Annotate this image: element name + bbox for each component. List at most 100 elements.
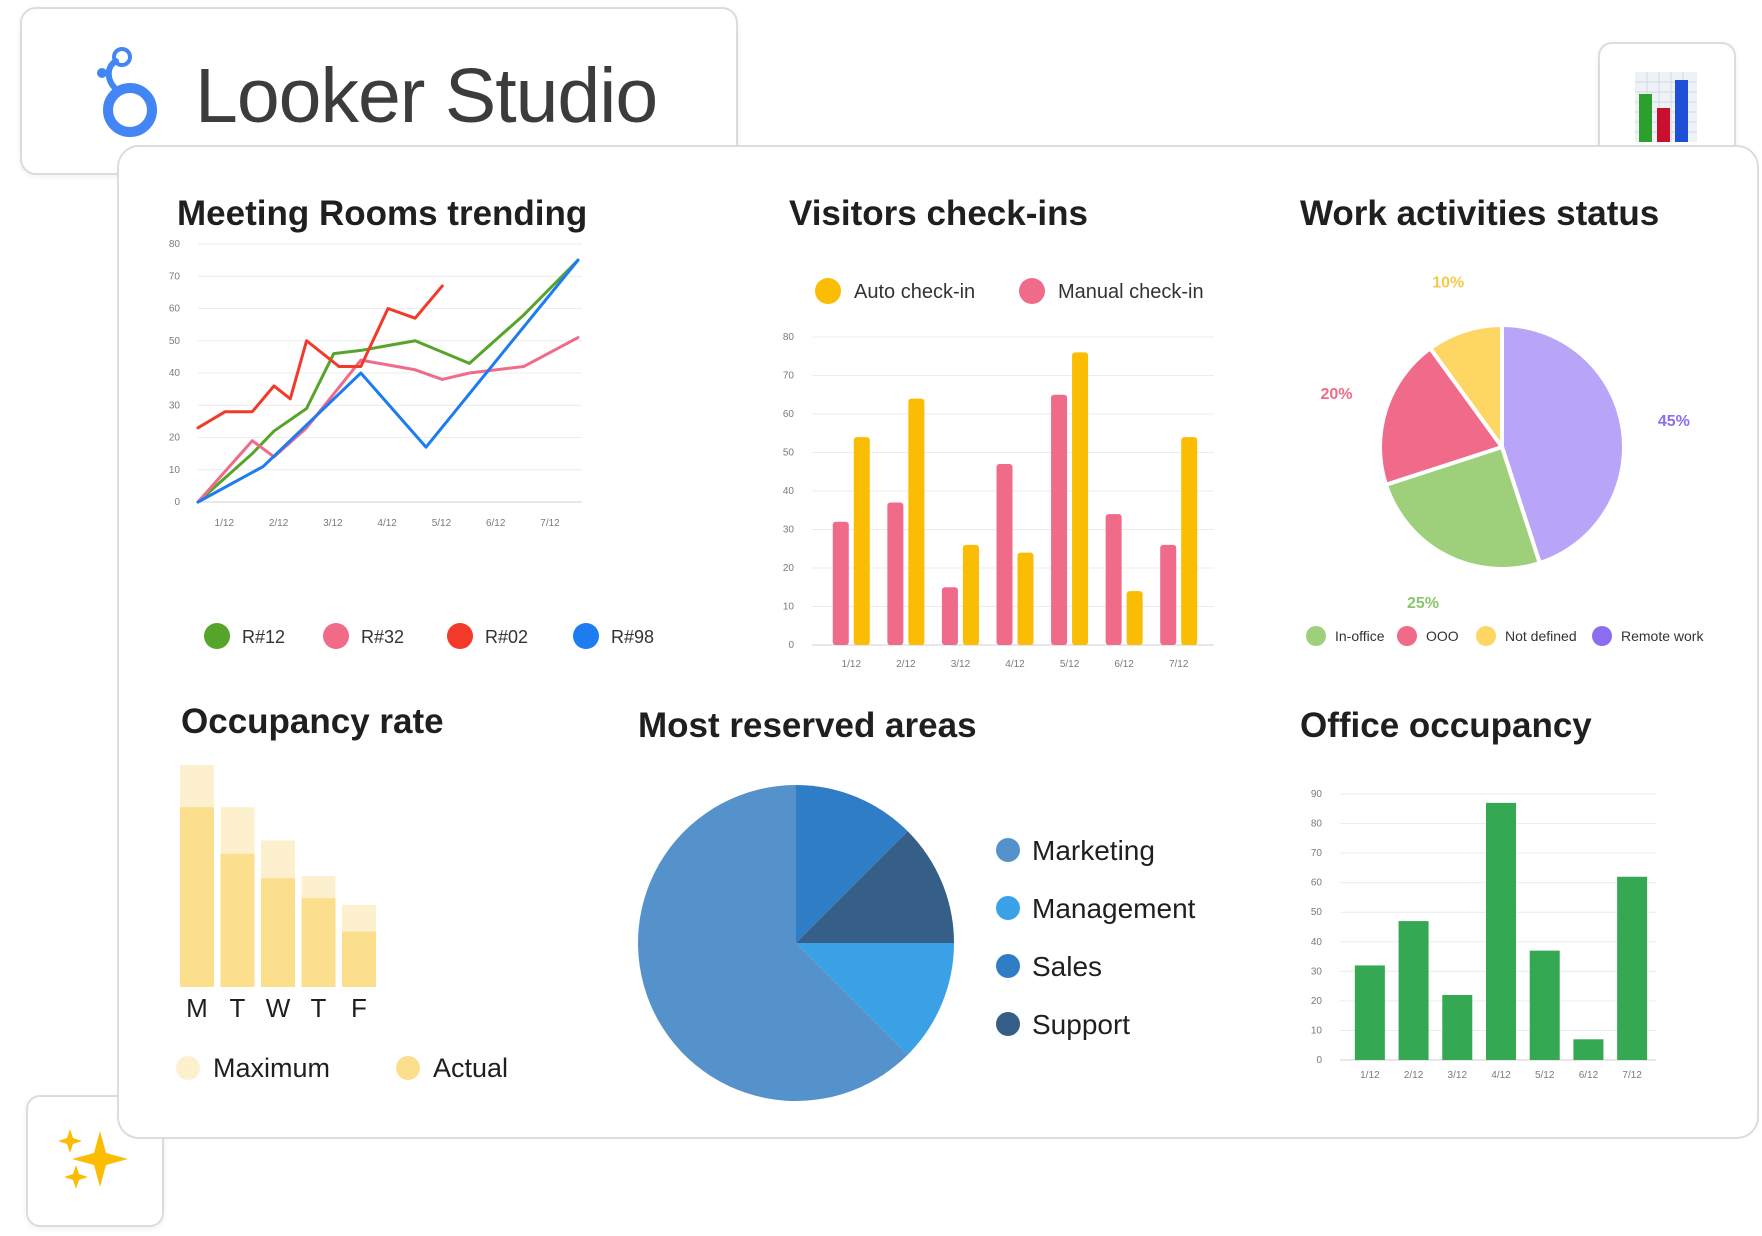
work-data-label-ooo: 20% — [1321, 386, 1353, 403]
office-xtick-label: 2/12 — [1404, 1070, 1424, 1081]
visitors-ytick-label: 70 — [783, 371, 795, 382]
visitors-ytick-label: 50 — [783, 448, 795, 459]
visitors-bar-manual-check-in — [1051, 394, 1068, 645]
occupancy-bar-actual — [180, 807, 214, 987]
visitors-legend-swatch-manual-check-in — [1019, 278, 1045, 304]
occupancy-bar-actual — [342, 931, 376, 987]
visitors-xtick-label: 1/12 — [842, 659, 862, 670]
work-slice-ooo — [1378, 346, 1504, 487]
office-ytick-label: 20 — [1311, 996, 1323, 1007]
meeting-legend-swatch-r-12 — [204, 623, 230, 649]
meeting-xtick-label: 6/12 — [486, 518, 506, 529]
visitors-bar-manual-check-in — [996, 464, 1013, 645]
office-xtick-label: 7/12 — [1622, 1070, 1642, 1081]
visitors-bar-manual-check-in — [1105, 514, 1122, 645]
areas-legend-label-marketing: Marketing — [1032, 835, 1155, 866]
areas-legend-swatch-sales — [996, 954, 1020, 978]
visitors-bar-manual-check-in — [1160, 544, 1177, 645]
work-legend-swatch-ooo — [1397, 626, 1417, 646]
visitors-chart: 0 10 20 30 40 50 60 70 80 1/12 2/12 3/12 4/12 5/12 6/1… — [783, 278, 1214, 670]
visitors-bar-auto-check-in — [1126, 591, 1143, 645]
occupancy-day-label: M — [186, 993, 208, 1023]
meeting-ytick-label: 50 — [169, 336, 181, 347]
office-bar — [1486, 802, 1516, 1060]
work-data-label-not-defined: 10% — [1432, 275, 1464, 292]
office-ytick-label: 40 — [1311, 937, 1323, 948]
office-ytick-label: 10 — [1311, 1025, 1323, 1036]
office-occupancy-title: Office occupancy — [1300, 706, 1592, 745]
office-ytick-label: 0 — [1316, 1055, 1322, 1066]
visitors-ytick-label: 60 — [783, 409, 795, 420]
visitors-ytick-label: 10 — [783, 602, 795, 613]
work-status-chart: 45% 25% 20% 10% In-office OOO Not defined Remot… — [1306, 275, 1704, 646]
looker-studio-logo-icon — [97, 47, 157, 137]
visitors-legend-swatch-auto-check-in — [815, 278, 841, 304]
areas-slice-support — [796, 831, 954, 943]
visitors-bar-auto-check-in — [908, 398, 925, 645]
visitors-xtick-label: 5/12 — [1060, 659, 1080, 670]
office-bar — [1354, 965, 1385, 1060]
work-legend-swatch-not-defined — [1476, 626, 1496, 646]
office-ytick-label: 50 — [1311, 907, 1323, 918]
visitors-bar-auto-check-in — [1017, 552, 1034, 645]
visitors-ytick-label: 80 — [783, 332, 795, 343]
meeting-legend-label-r-12: R#12 — [242, 627, 285, 647]
meeting-xtick-label: 4/12 — [377, 518, 397, 529]
office-ytick-label: 90 — [1311, 789, 1323, 800]
visitors-ytick-label: 40 — [783, 486, 795, 497]
areas-legend-label-management: Management — [1032, 893, 1196, 924]
office-ytick-label: 30 — [1311, 966, 1323, 977]
work-data-label-remote-work: 45% — [1658, 413, 1690, 430]
occupancy-bar-actual — [301, 898, 336, 987]
work-data-label-in-office: 25% — [1407, 595, 1439, 612]
visitors-xtick-label: 7/12 — [1169, 659, 1189, 670]
work-status-title: Work activities status — [1300, 194, 1660, 233]
meeting-series-r-02 — [196, 284, 444, 430]
occupancy-day-label: T — [311, 993, 327, 1023]
visitors-bar-auto-check-in — [1181, 437, 1198, 645]
meeting-ytick-label: 60 — [169, 304, 181, 315]
meeting-xtick-label: 2/12 — [269, 518, 289, 529]
office-xtick-label: 1/12 — [1360, 1070, 1380, 1081]
office-ytick-label: 60 — [1311, 878, 1323, 889]
areas-legend-label-sales: Sales — [1032, 951, 1102, 982]
office-xtick-label: 3/12 — [1448, 1070, 1468, 1081]
meeting-ytick-label: 40 — [169, 368, 181, 379]
work-legend-swatch-remote-work — [1592, 626, 1612, 646]
office-occupancy-chart: 0 10 20 30 40 50 60 70 80 90 1/12 2/12 3/12 4/12 5/12 6… — [1311, 789, 1656, 1081]
work-slice-remote-work — [1500, 323, 1626, 566]
work-legend-label-not-defined: Not defined — [1505, 628, 1577, 644]
occupancy-legend-swatch-actual — [396, 1056, 420, 1080]
meeting-ytick-label: 20 — [169, 433, 181, 444]
occupancy-day-label: F — [351, 993, 367, 1023]
areas-legend-swatch-management — [996, 896, 1020, 920]
office-xtick-label: 4/12 — [1491, 1070, 1511, 1081]
visitors-xtick-label: 6/12 — [1114, 659, 1134, 670]
work-legend-label-ooo: OOO — [1426, 628, 1459, 644]
occupancy-bar-actual — [220, 853, 255, 987]
areas-legend-swatch-marketing — [996, 838, 1020, 862]
work-legend-swatch-in-office — [1306, 626, 1326, 646]
occupancy-rate-title: Occupancy rate — [181, 702, 444, 741]
occupancy-day-label: T — [230, 993, 246, 1023]
office-bar — [1529, 950, 1560, 1060]
visitors-bar-manual-check-in — [832, 521, 849, 645]
visitors-bar-manual-check-in — [941, 587, 958, 645]
meeting-xtick-label: 5/12 — [432, 518, 452, 529]
visitors-bar-auto-check-in — [1072, 352, 1089, 645]
visitors-legend-label-auto-check-in: Auto check-in — [854, 281, 975, 303]
occupancy-legend-label-actual: Actual — [433, 1053, 508, 1083]
meeting-series-r-98 — [196, 258, 580, 504]
office-ytick-label: 80 — [1311, 819, 1323, 830]
meeting-legend-swatch-r-32 — [323, 623, 349, 649]
office-ytick-label: 70 — [1311, 848, 1323, 859]
areas-slice-management — [796, 943, 954, 1055]
meeting-rooms-title: Meeting Rooms trending — [177, 194, 588, 233]
visitors-bar-auto-check-in — [962, 544, 979, 645]
work-legend-label-remote-work: Remote work — [1621, 628, 1704, 644]
meeting-ytick-label: 30 — [169, 400, 181, 411]
reserved-areas-chart: Marketing Management Sales Support — [638, 785, 1196, 1101]
meeting-legend-label-r-32: R#32 — [361, 627, 404, 647]
meeting-ytick-label: 70 — [169, 271, 181, 282]
